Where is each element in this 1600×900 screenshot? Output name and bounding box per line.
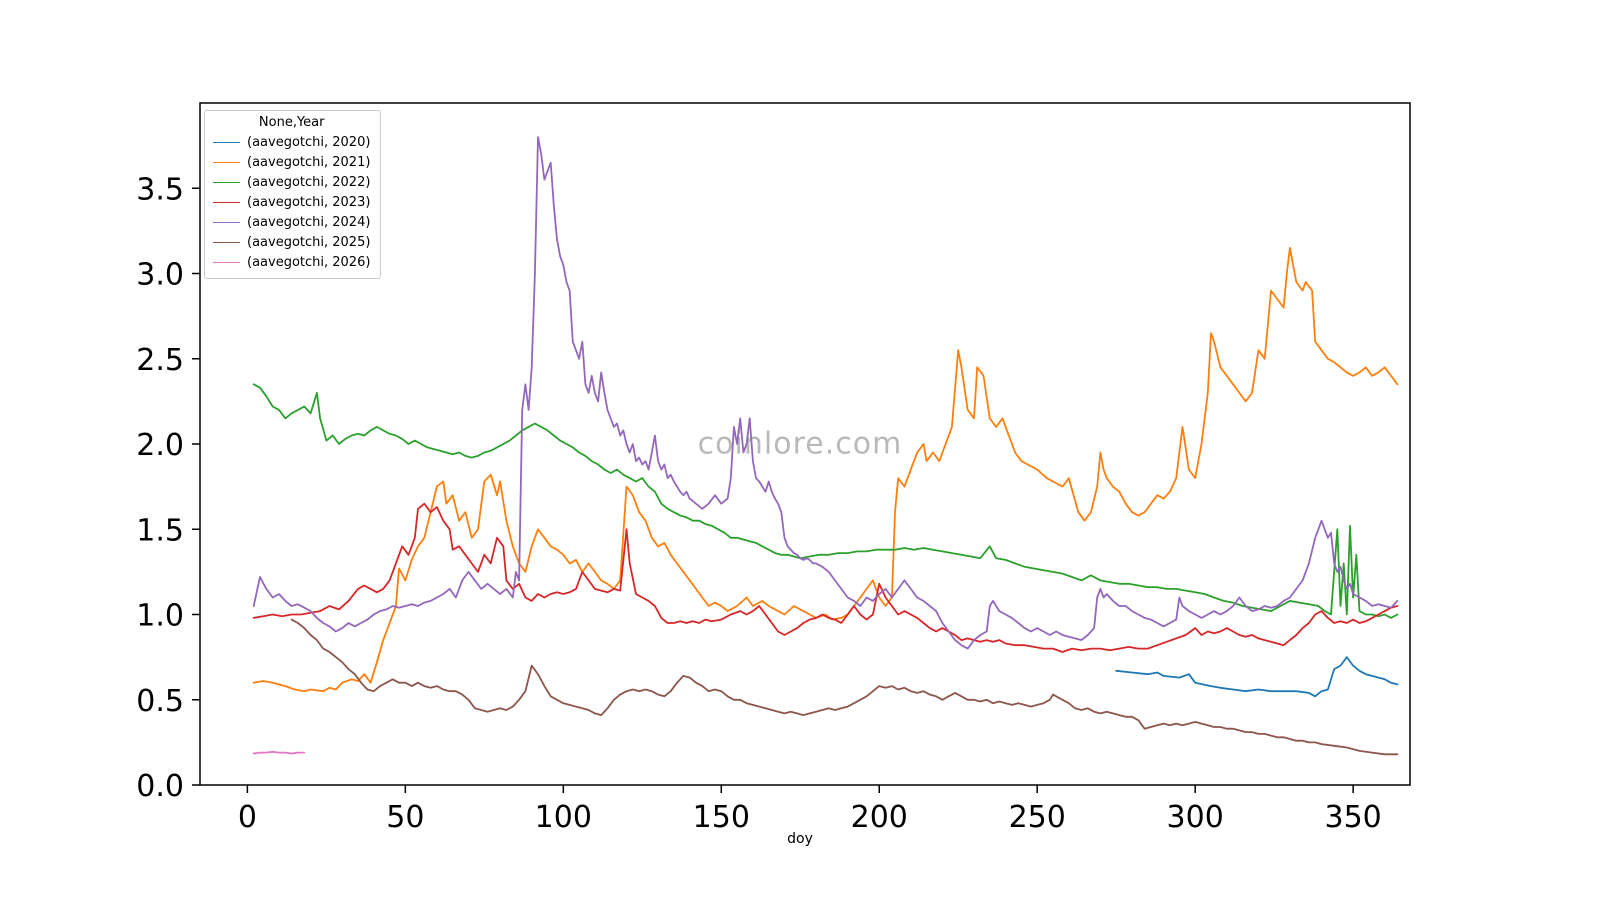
series-line-2021 [252,246,1399,693]
legend-item-label: (aavegotchi, 2020) [247,134,371,150]
legend: None,Year (aavegotchi, 2020) (aavegotchi,… [204,110,382,279]
x-tick-label: 0 [238,800,257,835]
legend-item-label: (aavegotchi, 2026) [247,254,371,270]
legend-item: (aavegotchi, 2024) [213,212,370,232]
legend-items: (aavegotchi, 2020) (aavegotchi, 2021) (aav… [213,132,370,272]
legend-item: (aavegotchi, 2025) [213,232,370,252]
legend-line-swatch-icon [213,201,240,203]
legend-line-swatch-icon [213,181,240,183]
legend-line-swatch-icon [213,161,240,163]
x-tick-label: 350 [1325,800,1382,835]
x-tick-label: 50 [386,800,424,835]
x-tick-label: 200 [851,800,908,835]
y-tick-label: 0.5 [136,684,184,719]
legend-line-swatch-icon [213,221,240,223]
y-tick-label: 2.5 [136,343,184,378]
series-line-2024 [252,136,1399,650]
x-tick-label: 100 [535,800,592,835]
x-tick-label: 150 [693,800,750,835]
y-tick-label: 1.0 [136,599,184,634]
legend-item-label: (aavegotchi, 2025) [247,234,371,250]
watermark-text: coinlore.com [697,426,903,462]
legend-title: None,Year [258,115,325,130]
x-tick-label: 250 [1009,800,1066,835]
y-tick-label: 2.0 [136,428,184,463]
y-tick-label: 0.0 [136,769,184,804]
legend-item: (aavegotchi, 2022) [213,172,370,192]
legend-item: (aavegotchi, 2020) [213,132,370,152]
legend-item: (aavegotchi, 2026) [213,252,370,272]
series-line-2020 [1115,656,1399,698]
x-axis-label: doy [787,831,813,847]
series-line-2026 [252,750,306,755]
legend-item-label: (aavegotchi, 2024) [247,214,371,230]
legend-line-swatch-icon [213,241,240,243]
y-tick-label: 1.5 [136,513,184,548]
legend-item-label: (aavegotchi, 2023) [247,194,371,210]
legend-item: (aavegotchi, 2023) [213,192,370,212]
series-line-2022 [252,383,1399,619]
series-line-2025 [290,618,1399,756]
legend-line-swatch-icon [213,141,240,143]
legend-item-label: (aavegotchi, 2022) [247,174,371,190]
y-tick-label: 3.5 [136,172,184,207]
legend-line-swatch-icon [213,261,240,263]
y-tick-label: 3.0 [136,258,184,293]
x-tick-label: 300 [1167,800,1224,835]
legend-item: (aavegotchi, 2021) [213,152,370,172]
series-line-2023 [252,502,1399,653]
legend-item-label: (aavegotchi, 2021) [247,154,371,170]
